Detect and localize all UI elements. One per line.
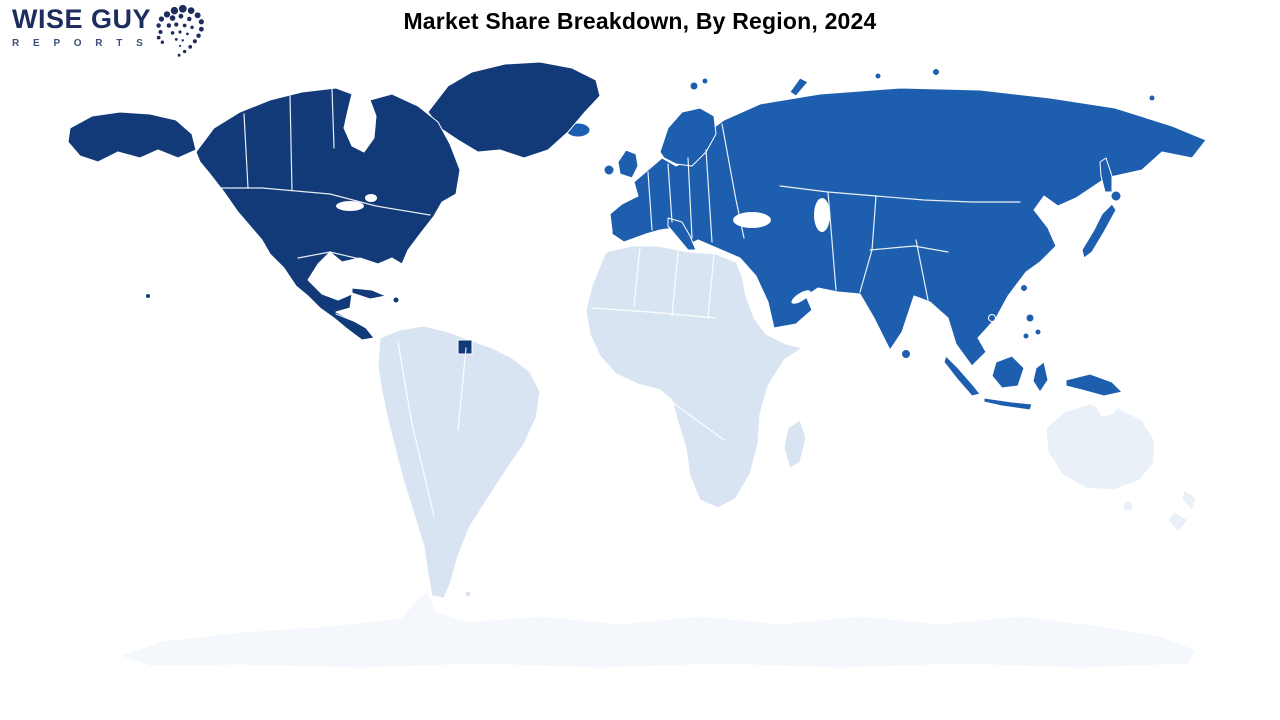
tasmania [1122, 500, 1134, 512]
light-regions-group [377, 245, 807, 599]
ireland [603, 164, 615, 176]
sulawesi [1032, 361, 1049, 393]
oceania-group [1045, 403, 1197, 533]
eurasia-group [565, 68, 1207, 411]
italy [667, 217, 697, 251]
border-europe-3 [687, 157, 693, 239]
logo-head-icon [156, 4, 204, 57]
cuba [351, 287, 387, 300]
border-central-asia [827, 191, 837, 291]
border-brazil-west [457, 347, 467, 431]
arctic-island-2 [932, 68, 940, 76]
country-borders [195, 88, 1021, 517]
united-kingdom [617, 149, 639, 179]
philippines-2 [1034, 328, 1042, 336]
border-africa-2 [671, 251, 679, 317]
border-us-canada [199, 187, 431, 216]
new-zealand-south-island [1167, 511, 1189, 533]
philippines-1 [1025, 313, 1035, 323]
falkland-islands [464, 590, 472, 598]
borneo [991, 355, 1025, 389]
japan [1081, 203, 1117, 259]
logo-wordmark: WISE GUY [12, 4, 152, 34]
border-europe-russia [721, 123, 745, 239]
border-andes [397, 341, 435, 517]
inland-seas-group [336, 194, 830, 304]
persian-gulf [791, 290, 811, 304]
new-zealand-north-island [1181, 489, 1197, 511]
java [983, 397, 1033, 411]
logo-subtitle: R E P O R T S [12, 38, 149, 49]
border-canada-3 [331, 88, 335, 149]
french-guiana [457, 339, 473, 355]
antarctica [119, 591, 1197, 669]
logo-head-dots [156, 4, 204, 57]
south-america [377, 325, 541, 599]
alaska [67, 111, 197, 163]
border-china-west [915, 239, 929, 301]
border-europe-2 [667, 163, 673, 223]
north-america-group [67, 61, 601, 355]
border-africa-1 [633, 247, 641, 307]
border-europe-4 [705, 149, 713, 243]
new-guinea [1065, 373, 1123, 397]
border-himalaya [869, 245, 949, 253]
greenland [427, 61, 601, 159]
border-us-mexico [297, 251, 361, 260]
hokkaido [1110, 190, 1122, 202]
great-lakes-1 [336, 201, 364, 211]
border-alaska-canada [195, 151, 199, 189]
sakhalin [1099, 157, 1113, 193]
sri-lanka [901, 349, 911, 359]
border-africa-south [671, 401, 725, 441]
chart-title: Market Share Breakdown, By Region, 2024 [403, 8, 877, 34]
logo-text: WISE GUY R E P O R T S [12, 4, 152, 50]
black-sea [733, 212, 771, 228]
madagascar [783, 419, 807, 469]
australia [1045, 403, 1155, 491]
border-africa-3 [707, 253, 715, 319]
logo: WISE GUY R E P O R T S [12, 4, 206, 61]
svalbard-1 [689, 81, 699, 91]
border-russia-south [779, 185, 1021, 203]
svalbard-2 [701, 77, 709, 85]
north-america-mainland [195, 87, 461, 341]
arctic-island-1 [874, 72, 882, 80]
hawaii [145, 293, 151, 299]
border-canada-1 [243, 113, 249, 189]
border-africa-sahel [591, 307, 717, 319]
caspian-sea [814, 198, 830, 232]
great-lakes-2 [365, 194, 377, 202]
antarctica-group [119, 591, 1197, 669]
hispaniola [392, 296, 400, 304]
philippines-3 [1022, 332, 1030, 340]
taiwan [1020, 284, 1028, 292]
border-europe-1 [647, 171, 653, 231]
border-central-america [335, 313, 357, 323]
wrangel-island [1148, 94, 1156, 102]
novaya-zemlya [789, 77, 809, 97]
border-canada-2 [289, 95, 293, 191]
sumatra [943, 355, 981, 397]
scandinavia [659, 107, 717, 167]
hainan [988, 314, 996, 322]
